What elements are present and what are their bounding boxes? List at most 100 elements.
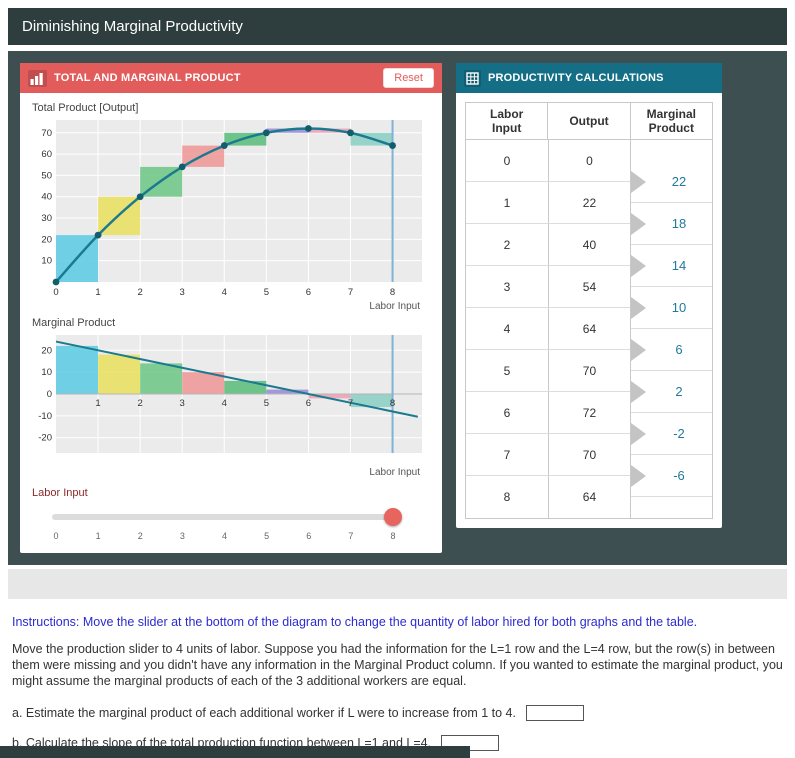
marginal-product-cell: -6 — [630, 455, 712, 497]
marginal-value: -6 — [673, 468, 685, 483]
table-grid-icon — [464, 69, 481, 87]
svg-text:6: 6 — [306, 287, 311, 298]
marginal-value: 10 — [671, 300, 687, 315]
marginal-product-cell: 14 — [630, 245, 712, 287]
output-cell: 0 — [547, 140, 630, 182]
column-header-output: Output — [547, 103, 629, 139]
svg-text:3: 3 — [180, 287, 185, 298]
app-title-bar: Diminishing Marginal Productivity — [8, 8, 787, 45]
labor-input-cell: 1 — [466, 182, 548, 224]
svg-text:0: 0 — [47, 389, 52, 400]
svg-text:40: 40 — [41, 192, 52, 203]
svg-text:Labor Input: Labor Input — [369, 467, 420, 478]
instructions-text: Instructions: Move the slider at the bot… — [12, 615, 698, 629]
calculations-card-header: PRODUCTIVITY CALCULATIONS — [456, 63, 722, 93]
marginal-product-chart-title: Marginal Product — [32, 317, 116, 329]
total-product-chart: 10 20 30 40 50 60 70 0 1 2 3 4 5 6 7 8 Labor Input — [41, 120, 422, 312]
charts-body: Total Product [Output] 10 20 30 40 50 60 70 0 1 2… — [20, 93, 442, 553]
labor-input-cell: 3 — [466, 266, 548, 308]
marginal-arrow-icon — [630, 380, 646, 403]
output-cell: 22 — [547, 182, 630, 224]
question-paragraph: Move the production slider to 4 units of… — [12, 642, 783, 688]
labor-output-grid: 0 0 1 22 2 40 3 54 4 64 5 70 6 72 7 70 8 64 — [466, 140, 630, 518]
output-cell: 54 — [547, 266, 630, 308]
labor-input-slider-label: Labor Input — [32, 487, 88, 499]
marginal-value: 14 — [671, 258, 687, 273]
reset-button[interactable]: Reset — [383, 68, 434, 88]
svg-text:2: 2 — [137, 287, 142, 298]
marginal-value: -2 — [673, 426, 685, 441]
bottom-section-bar — [0, 746, 470, 758]
charts-card: TOTAL AND MARGINAL PRODUCT Reset Total P… — [20, 63, 442, 553]
marginal-arrow-icon — [630, 338, 646, 361]
slider-ticks: 0 1 2 3 4 5 6 7 8 — [53, 531, 396, 543]
marginal-product-cell: 18 — [630, 203, 712, 245]
answer-a-input[interactable] — [525, 705, 584, 721]
slider-handle[interactable] — [384, 508, 402, 526]
svg-text:0: 0 — [53, 287, 58, 298]
labor-slider[interactable]: 0 1 2 3 4 5 6 7 8 — [52, 507, 402, 545]
bar-chart-icon — [28, 69, 47, 87]
marginal-arrow-icon — [630, 212, 646, 235]
svg-text:5: 5 — [264, 287, 269, 298]
marginal-product-cell: 22 — [630, 161, 712, 203]
gray-strip — [8, 569, 787, 599]
svg-text:2: 2 — [137, 398, 142, 409]
slider-tick-4: 4 — [221, 531, 228, 541]
slider-track[interactable] — [52, 514, 399, 520]
question-content: Instructions: Move the slider at the bot… — [0, 615, 795, 751]
svg-text:10: 10 — [41, 256, 52, 267]
output-cell: 70 — [547, 434, 630, 476]
marginal-value: 6 — [675, 342, 683, 357]
svg-text:7: 7 — [348, 398, 353, 409]
marginal-product-chart: -20 -10 0 10 20 1 2 3 4 5 6 7 8 Labor Input — [38, 335, 422, 478]
marginal-product-cell: 2 — [630, 371, 712, 413]
labor-input-cell: 4 — [466, 308, 548, 350]
labor-input-cell: 7 — [466, 434, 548, 476]
output-cell: 72 — [547, 392, 630, 434]
marginal-product-cell: -2 — [630, 413, 712, 455]
labor-input-cell: 5 — [466, 350, 548, 392]
charts-header-title: TOTAL AND MARGINAL PRODUCT — [54, 72, 241, 84]
charts-card-header: TOTAL AND MARGINAL PRODUCT Reset — [20, 63, 442, 93]
labor-input-cell: 6 — [466, 392, 548, 434]
calculations-card: PRODUCTIVITY CALCULATIONS Labor Input Ou… — [456, 63, 722, 528]
marginal-arrow-icon — [630, 464, 646, 487]
marginal-value: 22 — [671, 174, 687, 189]
slider-tick-3: 3 — [179, 531, 185, 541]
svg-text:60: 60 — [41, 149, 52, 160]
slider-tick-6: 6 — [306, 531, 312, 541]
svg-text:1: 1 — [95, 398, 100, 409]
output-cell: 70 — [547, 350, 630, 392]
column-header-marginal-product: Marginal Product — [629, 103, 712, 139]
svg-text:4: 4 — [222, 287, 227, 298]
svg-text:8: 8 — [390, 287, 395, 298]
svg-text:10: 10 — [41, 367, 52, 378]
svg-text:8: 8 — [390, 398, 395, 409]
labor-input-cell: 8 — [503, 490, 511, 504]
marginal-product-cell: 10 — [630, 287, 712, 329]
labor-input-cell: 0 — [466, 140, 548, 182]
calculations-header-title: PRODUCTIVITY CALCULATIONS — [488, 72, 664, 84]
svg-text:4: 4 — [222, 398, 227, 409]
slider-tick-2: 2 — [137, 531, 143, 541]
svg-text:20: 20 — [41, 345, 52, 356]
svg-text:1: 1 — [95, 287, 100, 298]
svg-text:30: 30 — [41, 213, 52, 224]
main-panel: TOTAL AND MARGINAL PRODUCT Reset Total P… — [8, 51, 787, 565]
slider-tick-0: 0 — [53, 531, 59, 541]
table-body: 0 0 1 22 2 40 3 54 4 64 5 70 6 72 7 70 8 64 22 18 14 10 6 2 -2-… — [466, 140, 712, 518]
slider-tick-5: 5 — [264, 531, 270, 541]
marginal-arrow-icon — [630, 296, 646, 319]
total-product-chart-title: Total Product [Output] — [32, 102, 139, 114]
slider-tick-8: 8 — [390, 531, 396, 541]
labor-input-cell: 2 — [466, 224, 548, 266]
svg-text:3: 3 — [180, 398, 185, 409]
marginal-arrow-icon — [630, 254, 646, 277]
svg-text:20: 20 — [41, 234, 52, 245]
slider-tick-7: 7 — [348, 531, 354, 541]
marginal-arrow-icon — [630, 170, 646, 193]
question-a-text: a. Estimate the marginal product of each… — [12, 706, 516, 720]
marginal-product-cell: 6 — [630, 329, 712, 371]
